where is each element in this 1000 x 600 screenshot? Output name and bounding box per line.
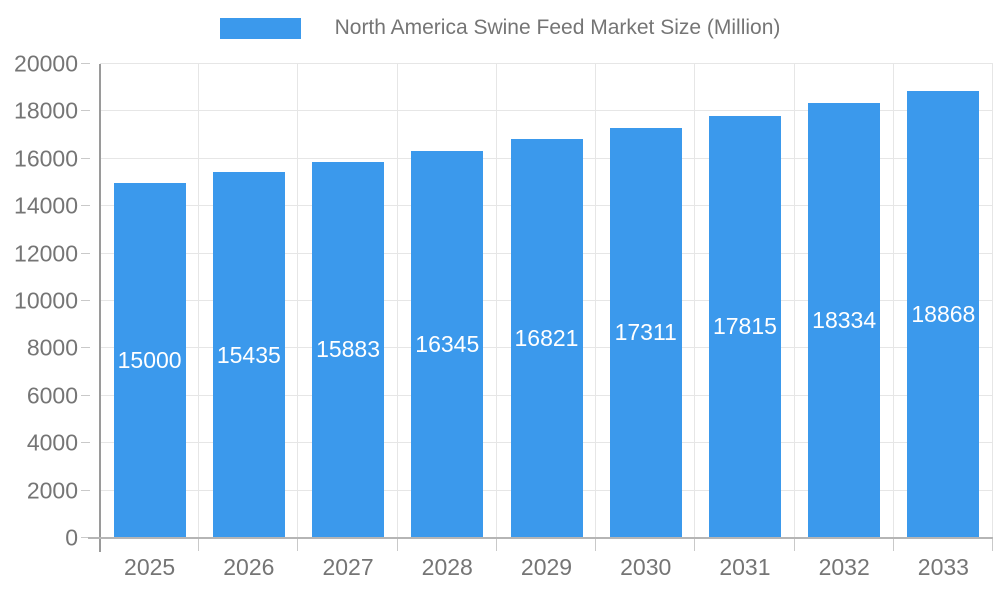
x-axis-label-2031: 2031 (719, 554, 771, 580)
y-tick-label: 0 (65, 524, 78, 551)
v-gridline (297, 64, 299, 538)
v-gridline (793, 64, 795, 538)
bar-2026[interactable]: 15435 (212, 172, 285, 538)
y-tick (81, 63, 90, 64)
x-tick (694, 538, 696, 551)
y-tick (81, 537, 90, 538)
x-axis-label-2032: 2032 (818, 554, 870, 580)
x-tick (495, 538, 497, 551)
y-tick (81, 205, 90, 207)
x-axis-label-2026: 2026 (223, 554, 275, 580)
y-tick (81, 300, 90, 301)
y-tick-label: 12000 (14, 240, 78, 267)
y-tick (81, 442, 90, 444)
x-axis-label-2025: 2025 (124, 554, 176, 580)
bar-value-label: 17815 (712, 313, 777, 340)
h-gridline (100, 110, 993, 112)
x-axis-line (88, 537, 993, 539)
bar-2031[interactable]: 17815 (708, 115, 781, 538)
x-tick (595, 538, 597, 551)
bar-value-label: 18334 (812, 307, 877, 334)
bar-2032[interactable]: 18334 (808, 103, 881, 538)
x-tick (793, 538, 795, 551)
bar-value-label: 18868 (911, 300, 976, 327)
y-tick-label: 6000 (26, 382, 78, 409)
y-tick (81, 394, 90, 396)
y-tick-label: 8000 (26, 334, 78, 361)
y-tick (81, 347, 90, 349)
v-gridline (694, 64, 696, 538)
y-tick-label: 18000 (14, 97, 78, 124)
x-axis-label-2028: 2028 (421, 554, 473, 580)
bar-value-label: 15883 (316, 336, 381, 363)
bar-2033[interactable]: 18868 (907, 90, 980, 538)
x-axis-label-2030: 2030 (620, 554, 672, 580)
bar-value-label: 16345 (415, 330, 480, 357)
bar-2030[interactable]: 17311 (609, 127, 682, 538)
plot-area: 0 2000 4000 6000 8000 10000 12000 14000 16000 180… (14, 51, 993, 580)
v-gridline (198, 64, 200, 538)
y-tick (81, 157, 90, 159)
y-tick-label: 16000 (14, 145, 78, 172)
legend-label: North America Swine Feed Market Size (Mi… (334, 16, 781, 39)
bar-value-label: 16821 (514, 325, 579, 352)
v-gridline (892, 64, 894, 538)
y-tick-label: 4000 (26, 429, 78, 456)
x-axis-label-2033: 2033 (917, 554, 969, 580)
legend: North America Swine Feed Market Size (Mi… (0, 16, 1000, 40)
v-gridline (595, 64, 597, 538)
bar-value-label: 15435 (216, 341, 281, 368)
x-tick (198, 538, 200, 551)
x-tick (396, 538, 398, 551)
v-gridline (396, 64, 398, 538)
bar-2029[interactable]: 16821 (510, 139, 583, 538)
bar-value-label: 17311 (614, 319, 677, 346)
x-axis-label-2029: 2029 (520, 554, 573, 580)
y-tick-label: 14000 (14, 192, 78, 219)
y-tick-label: 10000 (14, 287, 78, 314)
y-tick-label: 2000 (26, 477, 78, 504)
v-gridline (495, 64, 497, 538)
y-tick (81, 489, 90, 491)
bar-2025[interactable]: 15000 (113, 182, 186, 538)
legend-swatch-icon (219, 17, 301, 39)
x-axis-label-2027: 2027 (322, 554, 374, 580)
y-axis-line (99, 64, 101, 552)
x-tick (892, 538, 894, 551)
x-tick (992, 538, 993, 551)
y-tick (81, 110, 90, 112)
v-gridline (992, 64, 993, 538)
x-tick (297, 538, 299, 551)
h-gridline (100, 63, 993, 64)
bar-2027[interactable]: 15883 (312, 161, 385, 538)
y-tick-label: 20000 (14, 50, 78, 77)
bar-value-label: 15000 (117, 346, 182, 373)
legend-item[interactable]: North America Swine Feed Market Size (Mi… (219, 16, 781, 40)
bar-2028[interactable]: 16345 (411, 150, 484, 538)
y-tick (81, 252, 90, 254)
